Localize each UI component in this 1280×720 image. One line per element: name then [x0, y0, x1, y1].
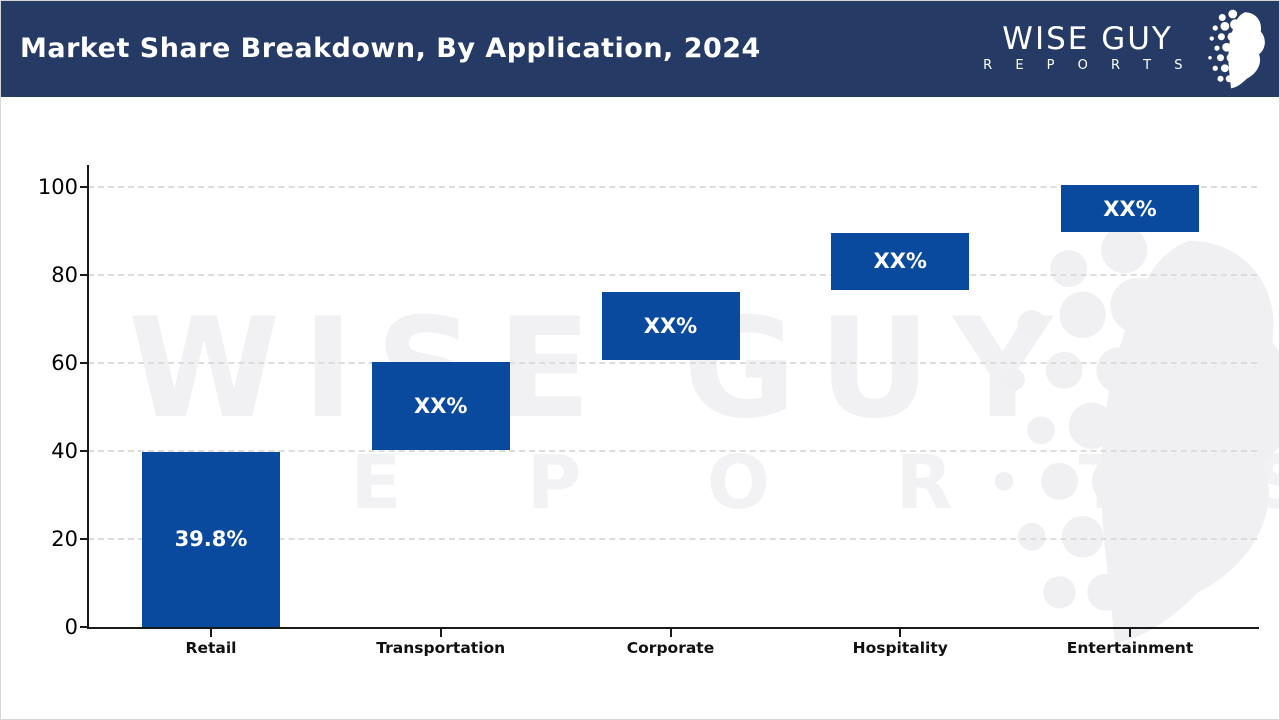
category-label-corporate: Corporate	[626, 639, 715, 657]
watermark-face-icon	[994, 226, 1280, 644]
y-tick-label-100: 100	[37, 175, 78, 199]
gridline-y-40	[88, 450, 1257, 452]
y-tick-40	[80, 450, 87, 452]
bar-hospitality: XX%	[831, 232, 970, 290]
y-tick-60	[80, 362, 87, 364]
y-tick-label-60: 60	[51, 351, 78, 375]
category-label-transportation: Transportation	[376, 639, 506, 657]
bar-entertainment: XX%	[1061, 185, 1199, 232]
bar-value-label: XX%	[1103, 196, 1157, 221]
wiseguy-logo: WISE GUY R E P O R T S	[983, 0, 1266, 97]
x-tick-hospitality	[899, 629, 902, 637]
watermark-wordmark: WISE GUY	[128, 288, 1075, 449]
bar-value-label: XX%	[643, 314, 698, 339]
category-label-retail: Retail	[185, 639, 237, 657]
category-label-entertainment: Entertainment	[1066, 639, 1194, 657]
header-banner: Market Share Breakdown, By Application, …	[0, 0, 1280, 97]
y-tick-0	[80, 626, 87, 628]
y-axis-line	[87, 165, 89, 627]
bar-retail: 39.8%	[142, 451, 280, 627]
wiseguy-logo-text: WISE GUY R E P O R T S	[983, 23, 1192, 75]
bar-value-label: XX%	[873, 249, 927, 274]
y-tick-label-20: 20	[51, 527, 78, 551]
gridline-y-60	[88, 362, 1257, 364]
y-tick-80	[80, 274, 87, 276]
bar-value-label: XX%	[414, 393, 468, 418]
y-tick-label-40: 40	[51, 439, 78, 463]
x-tick-retail	[210, 629, 212, 637]
page-title: Market Share Breakdown, By Application, …	[20, 33, 761, 64]
gridline-y-100	[88, 186, 1257, 188]
logo-wordmark: WISE GUY	[1002, 20, 1173, 57]
wiseguy-face-icon	[1208, 9, 1265, 88]
x-tick-transportation	[439, 629, 442, 637]
y-tick-20	[80, 538, 87, 540]
y-tick-100	[80, 186, 87, 188]
bar-transportation: XX%	[371, 362, 510, 450]
logo-subtitle: R E P O R T S	[983, 57, 1192, 73]
bar-corporate: XX%	[601, 292, 740, 361]
gridline-y-20	[88, 538, 1257, 540]
y-tick-label-80: 80	[51, 263, 78, 287]
category-label-hospitality: Hospitality	[852, 639, 948, 657]
gridline-y-80	[88, 274, 1257, 276]
bar-value-label: 39.8%	[174, 527, 248, 552]
x-axis-line	[87, 627, 1259, 629]
x-tick-corporate	[669, 629, 672, 637]
x-tick-entertainment	[1129, 629, 1131, 637]
y-tick-label-0: 0	[64, 615, 78, 639]
